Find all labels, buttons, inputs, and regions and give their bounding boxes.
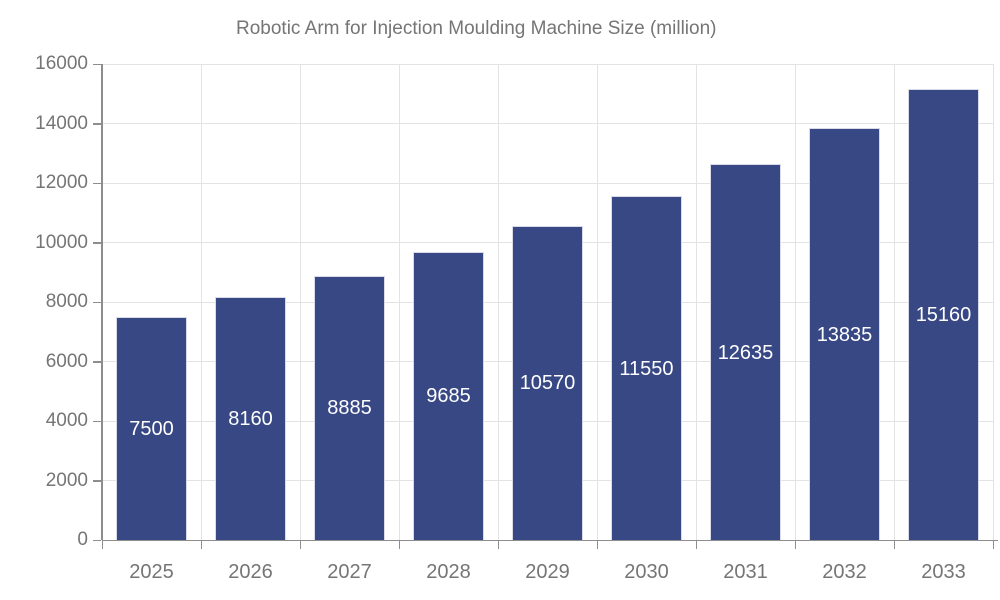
gridline-vertical: [200, 64, 202, 540]
gridline-vertical: [299, 64, 301, 540]
y-axis-tick-label: 10000: [35, 231, 88, 253]
x-axis-tick: [497, 540, 499, 549]
gridline-vertical: [893, 64, 895, 540]
bar-2033[interactable]: 15160: [908, 88, 979, 540]
bar-2025[interactable]: 7500: [116, 316, 187, 540]
gridline-horizontal: [102, 182, 993, 184]
x-axis-tick-label: 2033: [921, 561, 966, 583]
y-axis-tick: [93, 182, 101, 184]
x-axis-tick-label: 2026: [228, 561, 273, 583]
bar-2032[interactable]: 13835: [809, 128, 880, 540]
x-axis-tick-label: 2027: [327, 561, 372, 583]
bar-2028[interactable]: 9685: [413, 251, 484, 540]
bar-value-label: 10570: [519, 372, 576, 395]
x-axis-tick-label: 2029: [525, 561, 570, 583]
bar-value-label: 13835: [816, 323, 873, 346]
bar-value-label: 11550: [619, 357, 674, 380]
gridline-vertical: [992, 64, 994, 540]
y-axis-tick: [93, 420, 101, 422]
y-axis-tick-label: 6000: [45, 350, 88, 372]
y-axis-tick-label: 4000: [45, 410, 88, 431]
y-axis-tick-label: 16000: [35, 53, 88, 74]
x-axis-tick: [398, 540, 400, 549]
bar-value-label: 12635: [717, 341, 774, 364]
x-axis-tick-label: 2025: [129, 561, 174, 583]
y-axis-tick: [93, 123, 101, 125]
y-axis-tick-label: 12000: [35, 172, 88, 193]
x-axis-tick: [794, 540, 796, 549]
y-axis-tick-label: 14000: [35, 112, 88, 134]
y-axis-tick-label: 2000: [45, 469, 88, 491]
gridline-vertical: [497, 64, 499, 540]
bar-2031[interactable]: 12635: [710, 164, 781, 540]
y-axis-tick-label: 8000: [45, 291, 88, 312]
legend-item[interactable]: Robotic Arm for Injection Moulding Machi…: [145, 18, 716, 40]
bar-value-label: 7500: [129, 417, 174, 440]
x-axis-tick: [200, 540, 202, 549]
bar-2030[interactable]: 11550: [611, 196, 682, 540]
legend-swatch: [145, 18, 222, 40]
y-axis-line: [101, 64, 103, 540]
x-axis-tick-label: 2028: [426, 561, 471, 583]
bar-2027[interactable]: 8885: [314, 275, 385, 540]
y-axis-tick: [93, 301, 101, 303]
gridline-vertical: [794, 64, 796, 540]
bar-value-label: 15160: [915, 303, 972, 326]
x-axis-tick: [299, 540, 301, 549]
x-axis-tick: [893, 540, 895, 549]
x-axis-line: [102, 539, 998, 541]
gridline-vertical: [695, 64, 697, 540]
y-axis-tick: [93, 361, 101, 363]
bar-value-label: 9685: [426, 385, 471, 408]
gridline-vertical: [596, 64, 598, 540]
gridline-vertical: [398, 64, 400, 540]
bar-2026[interactable]: 8160: [215, 297, 286, 540]
x-axis-tick: [695, 540, 697, 549]
gridline-horizontal: [102, 123, 993, 124]
x-axis-tick-label: 2030: [624, 561, 669, 583]
legend-label: Robotic Arm for Injection Moulding Machi…: [236, 18, 717, 39]
y-axis-tick: [93, 63, 101, 65]
y-axis-tick: [93, 539, 101, 541]
x-axis-tick: [596, 540, 598, 549]
x-axis-tick: [992, 540, 994, 549]
x-axis-tick-label: 2032: [822, 561, 867, 583]
bar-2029[interactable]: 10570: [512, 225, 583, 540]
x-axis-tick-label: 2031: [723, 561, 768, 583]
y-axis-tick-label: 0: [77, 529, 88, 550]
y-axis-tick: [93, 242, 101, 244]
x-axis-tick: [101, 540, 103, 549]
bar-value-label: 8160: [228, 408, 273, 431]
y-axis-tick: [93, 480, 101, 482]
bar-value-label: 8885: [327, 397, 372, 420]
gridline-horizontal: [102, 63, 993, 65]
